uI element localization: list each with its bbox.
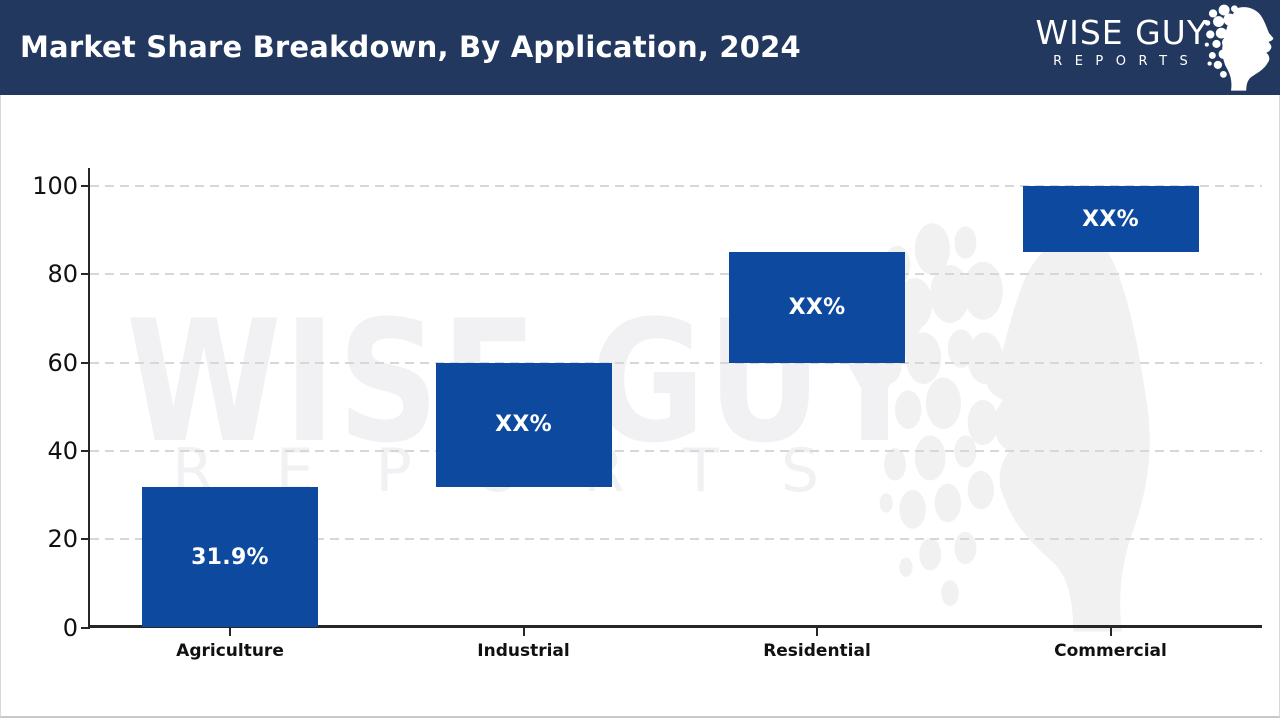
y-tick-label-100: 100 (32, 172, 78, 201)
y-axis-line (88, 168, 90, 628)
bar-value-label: XX% (1082, 206, 1139, 232)
y-tick-label-40: 40 (47, 436, 78, 465)
x-category-label-residential: Residential (763, 641, 871, 661)
bar-value-label: XX% (495, 412, 552, 438)
y-tick-100 (81, 185, 90, 188)
x-axis-line (88, 625, 1262, 628)
logo-text: WISE GUY REPORTS (1035, 13, 1208, 70)
x-category-label-agriculture: Agriculture (176, 641, 284, 661)
y-tick-label-60: 60 (47, 348, 78, 377)
y-tick-label-20: 20 (47, 525, 78, 554)
bar-residential: XX% (729, 252, 905, 363)
x-tick-agriculture (229, 628, 231, 636)
watermark-head-icon (870, 223, 1150, 632)
y-tick-label-80: 80 (47, 260, 78, 289)
logo-reports-label: REPORTS (1053, 54, 1201, 69)
page-left-rule (0, 95, 1, 717)
gridline-20 (90, 538, 1262, 541)
y-tick-60 (81, 361, 90, 364)
x-tick-residential (816, 628, 818, 636)
gridline-60 (90, 361, 1262, 364)
y-tick-80 (81, 273, 90, 276)
x-category-label-industrial: Industrial (477, 641, 570, 661)
bar-commercial: XX% (1022, 186, 1199, 253)
y-tick-label-0: 0 (62, 613, 78, 642)
y-tick-20 (81, 538, 90, 541)
logo-head-icon (1204, 4, 1274, 91)
bar-industrial: XX% (435, 362, 612, 487)
page-bottom-rule (0, 716, 1280, 718)
bar-agriculture: 31.9% (142, 486, 318, 628)
x-tick-industrial (522, 628, 525, 636)
gridline-80 (90, 273, 1262, 276)
bar-value-label: 31.9% (191, 544, 269, 570)
gridline-40 (90, 449, 1262, 452)
gridline-100 (90, 185, 1262, 188)
x-tick-commercial (1109, 628, 1112, 636)
y-tick-0 (81, 626, 90, 629)
bar-value-label: XX% (788, 295, 846, 321)
page-title: Market Share Breakdown, By Application, … (20, 30, 801, 64)
header-bar: Market Share Breakdown, By Application, … (0, 0, 1280, 95)
wise-guy-reports-logo: WISE GUY REPORTS (1024, 0, 1274, 95)
y-tick-40 (81, 449, 90, 452)
x-category-label-commercial: Commercial (1054, 641, 1167, 661)
logo-wise-guy-label: WISE GUY (1035, 13, 1208, 52)
